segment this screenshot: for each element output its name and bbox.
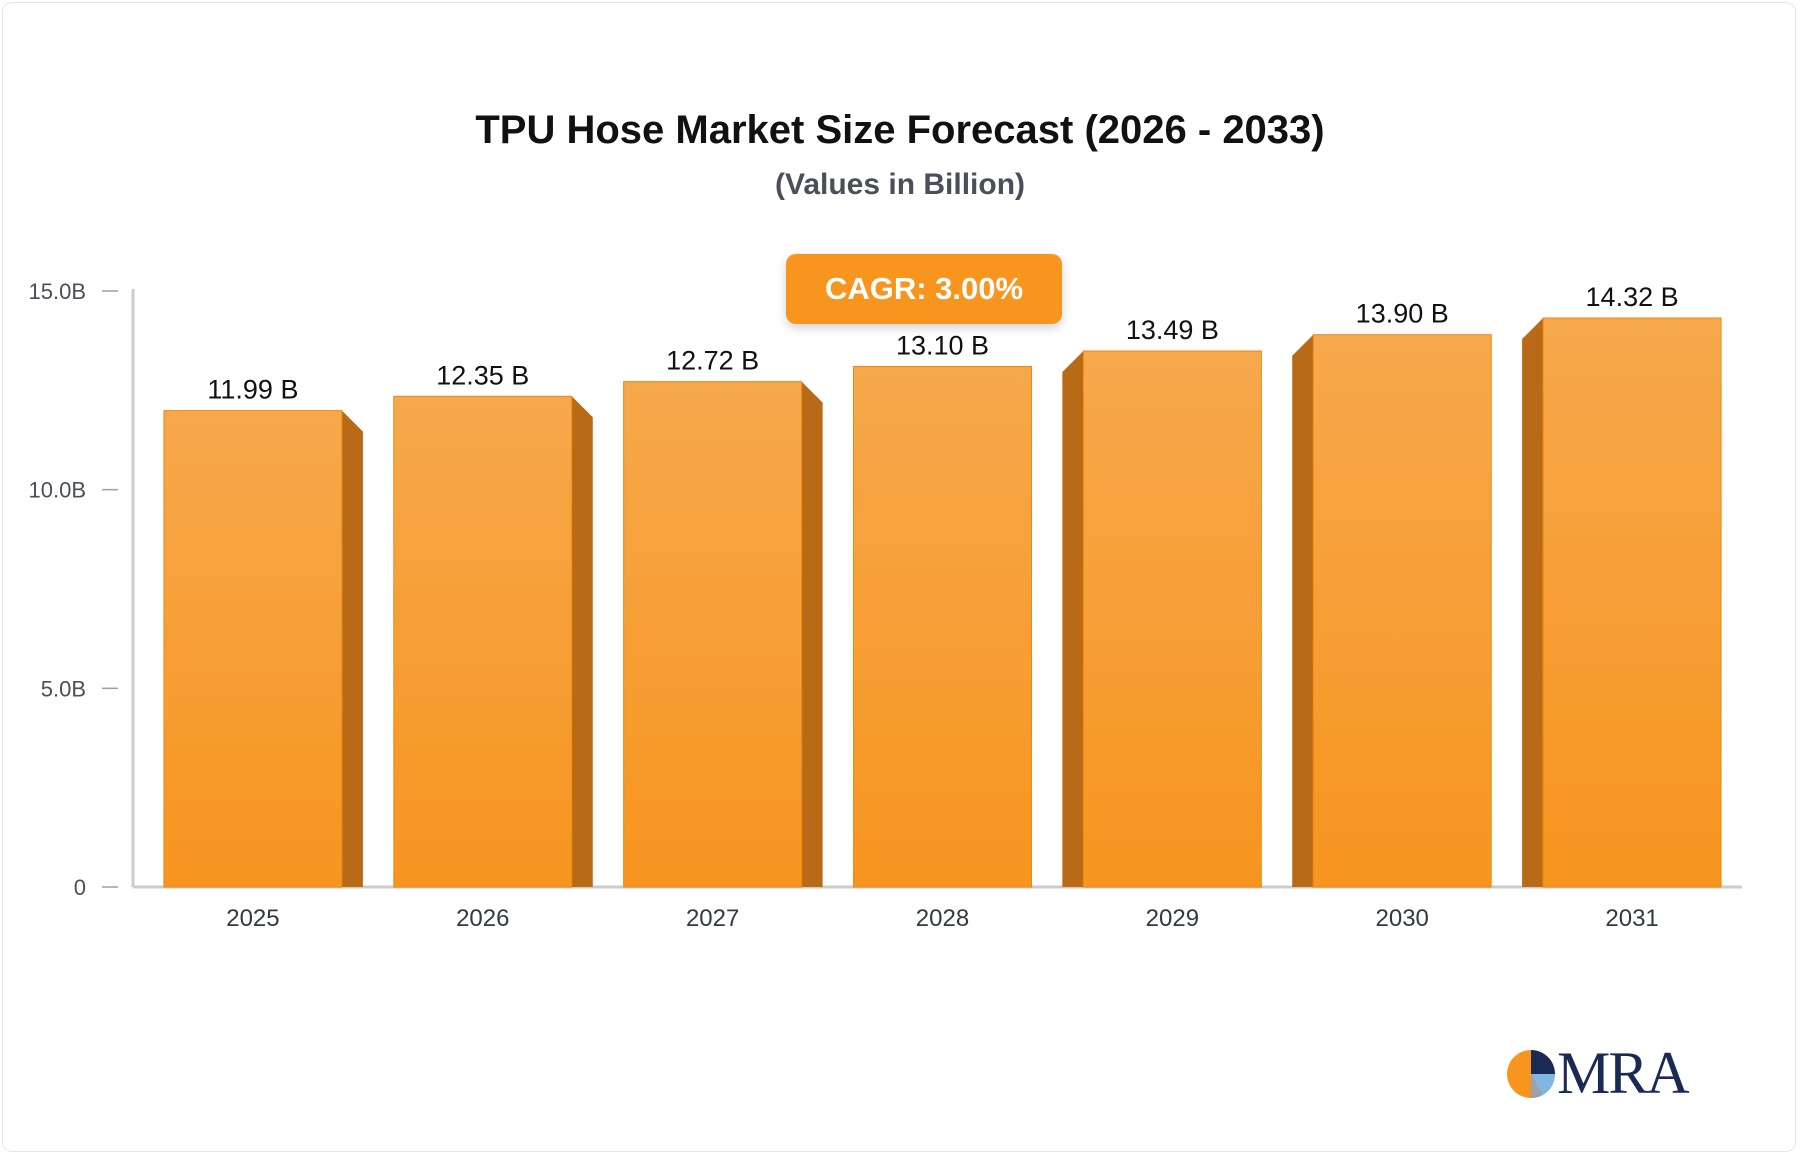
bar-2030 <box>1292 334 1492 888</box>
y-tick-label: 0 <box>74 875 86 900</box>
bar-side <box>801 381 823 887</box>
x-tick-label: 2030 <box>1376 905 1429 932</box>
bar-2028 <box>853 365 1032 888</box>
bar-2029 <box>1062 350 1262 888</box>
bar-side <box>1292 334 1314 887</box>
data-label: 12.35 B <box>436 360 529 390</box>
mra-logo: MRA <box>1505 1040 1695 1106</box>
y-tick-label: 15.0B <box>29 279 87 304</box>
data-label: 13.90 B <box>1356 299 1449 329</box>
chart-labels: 11.99 B 2025 12.35 B 2026 12.72 B 2027 13.10 B… <box>207 282 1678 932</box>
bar-front <box>163 410 343 888</box>
data-label: 13.49 B <box>1126 315 1219 345</box>
logo-text: MRA <box>1557 1040 1690 1106</box>
y-tick-label: 5.0B <box>41 676 86 701</box>
x-tick-label: 2026 <box>456 905 509 932</box>
bar-front <box>1312 334 1492 888</box>
x-tick-label: 2028 <box>916 905 969 932</box>
bar-2026 <box>393 395 593 888</box>
bar-side <box>1522 318 1544 887</box>
bar-front <box>1082 350 1262 888</box>
bar-front <box>1542 317 1722 888</box>
cagr-badge: CAGR: 3.00% <box>786 254 1062 324</box>
chart-title: TPU Hose Market Size Forecast (2026 - 20… <box>475 108 1325 152</box>
bar-side <box>571 396 593 887</box>
x-tick-label: 2031 <box>1605 905 1658 932</box>
bar-2031 <box>1522 317 1722 888</box>
chart-bars <box>163 317 1722 888</box>
bar-side <box>1062 350 1084 888</box>
data-label: 14.32 B <box>1586 282 1679 312</box>
bar-2027 <box>623 381 823 888</box>
x-tick-label: 2029 <box>1146 905 1199 932</box>
x-tick-label: 2025 <box>226 905 279 932</box>
bar-2025 <box>163 410 363 888</box>
data-label: 13.10 B <box>896 330 989 360</box>
chart-subtitle: (Values in Billion) <box>774 168 1026 201</box>
bar-front <box>853 365 1032 888</box>
x-tick-label: 2027 <box>686 905 739 932</box>
pie-logo-icon <box>1507 1050 1556 1099</box>
data-label: 12.72 B <box>666 346 759 376</box>
y-tick-label: 10.0B <box>29 478 87 503</box>
data-label: 11.99 B <box>207 375 298 405</box>
bar-front <box>623 381 803 888</box>
bar-front <box>393 395 573 888</box>
bar-side <box>341 410 363 887</box>
